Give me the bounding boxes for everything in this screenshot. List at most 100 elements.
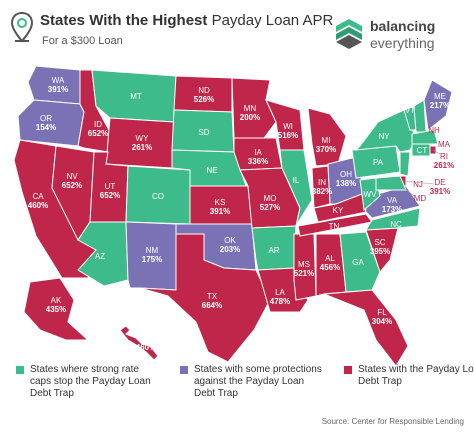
state-apr-ms: 521%	[294, 269, 314, 278]
state-apr-fl: 304%	[372, 317, 392, 326]
brand-logo: balancing everything	[334, 16, 464, 52]
state-apr-ut: 652%	[100, 191, 120, 200]
state-apr-mo: 527%	[260, 203, 280, 212]
state-label-mo: MO	[264, 194, 277, 203]
state-wv	[359, 177, 381, 211]
state-apr-de: 391%	[430, 187, 450, 196]
logo-line-2: everything	[370, 35, 435, 51]
page-title: States With the Highest Payday Loan APR	[40, 12, 333, 29]
state-label-ms: MS	[298, 260, 310, 269]
state-md	[375, 175, 407, 191]
state-label-nv: NV	[66, 172, 78, 181]
map-pin-icon	[10, 12, 34, 43]
state-label-il: IL	[293, 176, 300, 185]
state-shapes	[13, 65, 453, 367]
state-label-wy: WY	[136, 134, 150, 143]
state-label-ok: OK	[224, 236, 236, 245]
state-label-ct: CT	[417, 146, 428, 155]
state-apr-wi: 516%	[278, 131, 298, 140]
state-il	[279, 149, 313, 227]
state-label-wa: WA	[52, 76, 65, 85]
page-subtitle: For a $300 Loan	[42, 35, 123, 47]
state-label-nd: ND	[198, 86, 210, 95]
state-fl	[323, 289, 409, 367]
state-label-ma: MA	[438, 140, 451, 149]
state-me	[423, 79, 453, 131]
state-label-mi: MI	[322, 136, 331, 145]
state-ga	[339, 231, 381, 293]
state-apr-nm: 175%	[142, 255, 162, 264]
state-ak	[23, 277, 90, 341]
state-label-la: LA	[275, 288, 285, 297]
state-apr-wa: 391%	[48, 85, 68, 94]
state-apr-mi: 370%	[316, 145, 336, 154]
state-label-ia: IA	[254, 148, 262, 157]
state-label-de: DE	[434, 178, 445, 187]
state-apr-ak: 435%	[46, 305, 66, 314]
state-label-hi: HI	[142, 334, 150, 343]
state-apr-ia: 336%	[248, 157, 268, 166]
state-apr-ri: 261%	[434, 161, 454, 170]
state-label-nc: NC	[390, 220, 402, 229]
state-label-me: ME	[434, 92, 446, 101]
state-label-ut: UT	[105, 182, 116, 191]
state-label-oh: OH	[340, 170, 352, 179]
callout-line-de	[402, 180, 435, 185]
balancing-everything-logo-icon	[336, 19, 362, 49]
state-label-al: AL	[325, 254, 335, 263]
state-label-ks: KS	[215, 198, 226, 207]
callout-line-ri	[432, 149, 441, 155]
state-label-az: AZ	[95, 252, 105, 261]
map-header: States With the Highest Payday Loan APR …	[0, 0, 474, 60]
state-apr-mn: 200%	[240, 113, 260, 122]
state-label-wv: WV	[364, 190, 378, 199]
state-ny	[354, 109, 417, 153]
state-label-va: VA	[387, 196, 398, 205]
state-label-ky: KY	[333, 206, 344, 215]
logo-line-1: balancing	[370, 18, 436, 34]
state-apr-al: 456%	[320, 263, 340, 272]
state-label-sc: SC	[374, 238, 385, 247]
state-apr-ca: 460%	[28, 201, 48, 210]
state-label-fl: FL	[377, 308, 387, 317]
state-apr-ks: 391%	[210, 207, 230, 216]
state-label-ga: GA	[352, 258, 364, 267]
source-note: Source: Center for Responsible Lending	[321, 417, 464, 426]
state-apr-nd: 526%	[194, 95, 214, 104]
legend-label-red: States with the Payday Loan Debt Trap	[358, 364, 474, 387]
state-label-in: IN	[318, 178, 326, 187]
state-label-ar: AR	[268, 246, 279, 255]
state-label-mt: MT	[130, 92, 142, 101]
state-label-ri: RI	[440, 152, 448, 161]
state-label-or: OR	[40, 114, 52, 123]
legend-swatch-red	[344, 366, 352, 374]
state-label-vt: VT	[405, 106, 415, 115]
legend-swatch-purple	[180, 366, 188, 374]
state-label-ca: CA	[32, 192, 44, 201]
state-label-wi: WI	[283, 122, 293, 131]
state-apr-nv: 652%	[62, 181, 82, 190]
state-apr-va: 173%	[382, 205, 402, 214]
state-label-md: MD	[414, 194, 427, 203]
state-label-nh: NH	[428, 126, 440, 135]
state-apr-id: 652%	[88, 129, 108, 138]
legend-label-purple: States with some protections against the…	[194, 364, 322, 399]
legend-swatch-green	[16, 366, 24, 374]
state-apr-ok: 203%	[220, 245, 240, 254]
callout-lines	[402, 149, 441, 197]
state-label-ny: NY	[378, 132, 390, 141]
state-labels: WA391%OR154%CA460%NV652%ID652%MTWY261%UT…	[28, 76, 454, 352]
callout-line-md	[403, 187, 415, 197]
state-apr-hi: 460%	[136, 343, 156, 352]
state-apr-in: 382%	[312, 187, 332, 196]
state-nc	[365, 207, 421, 231]
state-apr-sc: 395%	[370, 247, 390, 256]
state-label-nm: NM	[146, 246, 159, 255]
state-hi	[119, 325, 159, 361]
legend-label-green: States where strong rate caps stop the P…	[30, 364, 151, 399]
state-apr-me: 217%	[430, 101, 450, 110]
state-label-ak: AK	[51, 296, 62, 305]
title-bold: States With the Highest	[40, 12, 208, 29]
state-label-pa: PA	[373, 158, 384, 167]
